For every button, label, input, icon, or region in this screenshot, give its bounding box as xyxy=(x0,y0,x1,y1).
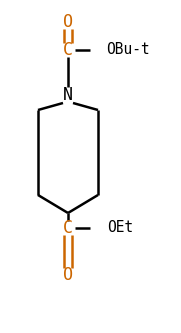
Text: N: N xyxy=(63,86,73,104)
Text: O: O xyxy=(63,13,73,31)
Text: C: C xyxy=(63,219,73,237)
Text: OEt: OEt xyxy=(107,220,133,235)
Text: OBu-t: OBu-t xyxy=(106,43,150,58)
Text: O: O xyxy=(63,266,73,284)
Text: C: C xyxy=(63,41,73,59)
